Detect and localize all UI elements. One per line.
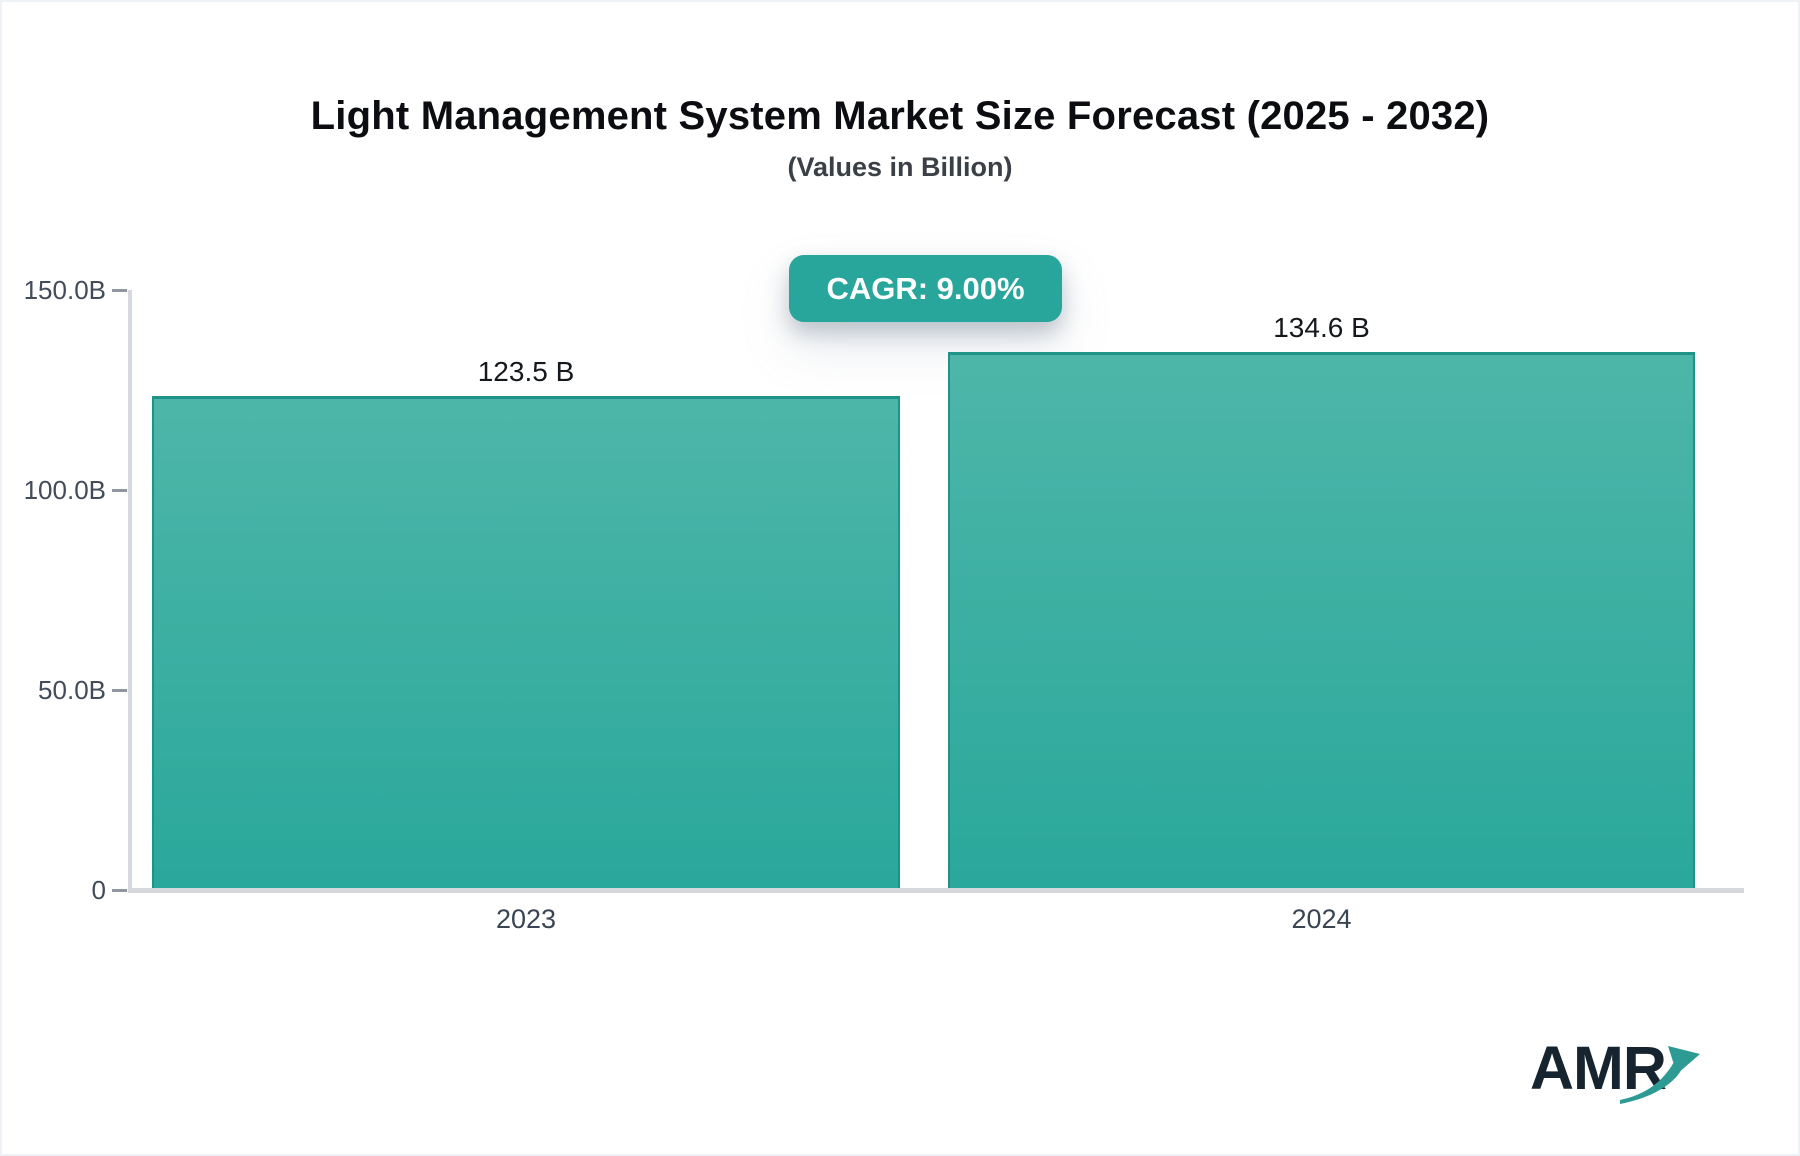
y-axis-tick xyxy=(112,289,127,292)
y-axis-tick-label: 150.0B xyxy=(23,275,106,305)
y-axis-line xyxy=(128,290,132,892)
bar-value-label: 123.5 B xyxy=(477,356,575,387)
y-axis-tick-label: 50.0B xyxy=(38,675,106,705)
bar-2023[interactable] xyxy=(152,396,900,888)
y-axis-tick xyxy=(112,689,127,692)
bar-2024[interactable] xyxy=(948,351,1695,888)
bar-value-label: 134.6 B xyxy=(1273,311,1370,343)
y-axis-tick-label: 0 xyxy=(91,875,106,905)
y-axis-tick xyxy=(112,489,127,492)
cagr-badge-label: CAGR: 9.00% xyxy=(826,270,1025,306)
amr-logo-text: AMR xyxy=(1530,1034,1667,1102)
chart-subtitle: (Values in Billion) xyxy=(787,152,1013,182)
amr-logo: AMR xyxy=(1530,1038,1710,1118)
x-axis-category-label: 2024 xyxy=(1291,904,1352,934)
y-axis-tick-label: 100.0B xyxy=(23,475,106,505)
y-axis-tick xyxy=(112,889,127,892)
chart-title: Light Management System Market Size Fore… xyxy=(310,94,1490,138)
x-axis-category-label: 2023 xyxy=(495,904,557,934)
growth-arrow-icon xyxy=(1620,1046,1700,1104)
cagr-badge: CAGR: 9.00% xyxy=(789,255,1062,322)
x-axis-line xyxy=(128,888,1744,893)
